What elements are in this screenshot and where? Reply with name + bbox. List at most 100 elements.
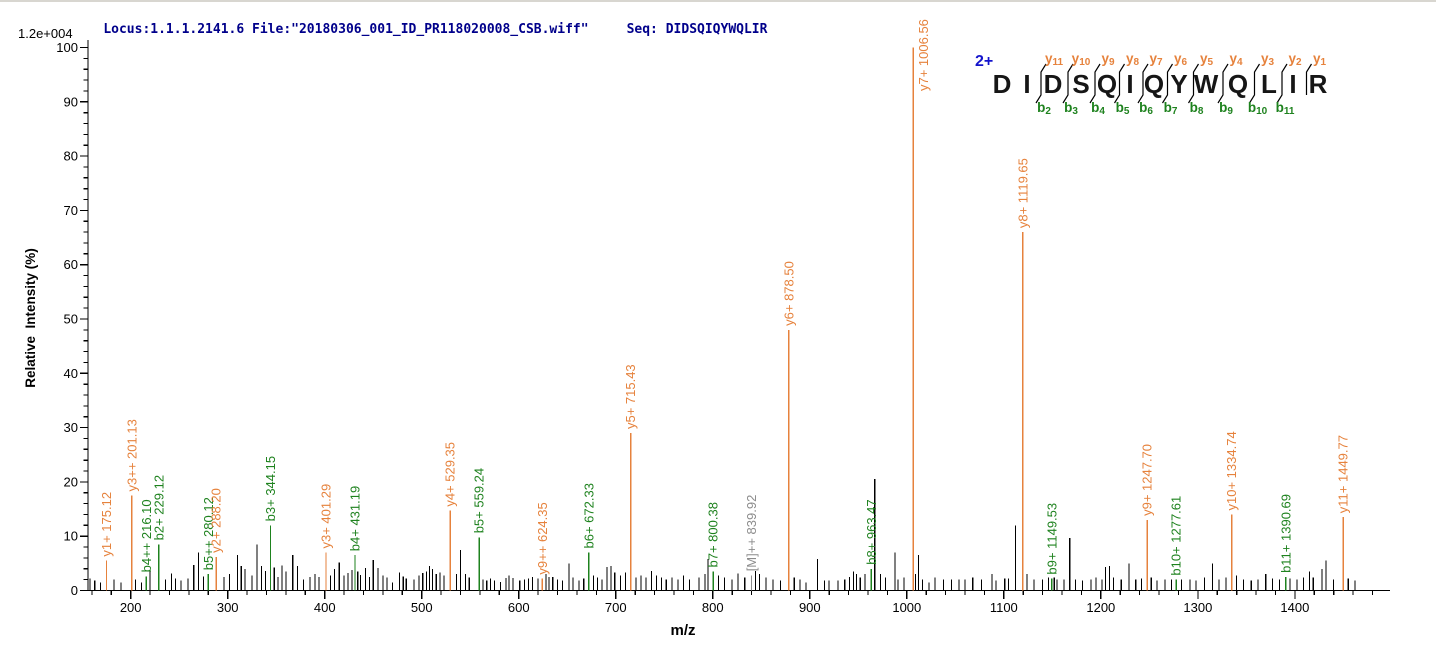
peak-label: b4++ 216.10 xyxy=(139,499,154,572)
top-divider xyxy=(0,0,1436,2)
peak-label: b7+ 800.38 xyxy=(706,502,721,567)
fragment-ion-label: y7 xyxy=(1149,51,1163,68)
y-tick-label: 10 xyxy=(64,529,78,544)
sequence-label: Seq: DIDSQIQYWQLIR xyxy=(626,22,768,37)
peak-label: b10+ 1277.61 xyxy=(1169,496,1184,576)
peak-label: y11+ 1449.77 xyxy=(1336,435,1351,513)
fragment-ion-label: b6 xyxy=(1139,100,1153,117)
residue-letter: D xyxy=(993,69,1012,99)
residue-letter: Q xyxy=(1228,69,1248,99)
peak-label: b6+ 672.33 xyxy=(581,483,596,548)
fragment-slash xyxy=(1089,63,1101,104)
fragment-slash xyxy=(1113,63,1126,104)
peak-label: b11+ 1390.69 xyxy=(1278,494,1293,573)
residue-letter: I xyxy=(1289,69,1296,99)
fragment-ion-label: b3 xyxy=(1064,100,1078,117)
residue-letter: W xyxy=(1194,69,1219,99)
residue-letter: S xyxy=(1072,69,1089,99)
peak-label: y9++ 624.35 xyxy=(535,502,550,574)
peak-label: y8+ 1119.65 xyxy=(1015,158,1030,228)
residue-letter: Q xyxy=(1144,69,1164,99)
x-axis-title: m/z xyxy=(670,622,696,639)
residue-letter: L xyxy=(1261,69,1277,99)
fragment-slash xyxy=(1137,63,1149,104)
residue-letter: D xyxy=(1044,69,1063,99)
fragment-ion-label: y5 xyxy=(1200,51,1214,68)
fragment-ion-label: b8 xyxy=(1190,100,1204,117)
intensity-scale-label: 1.2e+004 xyxy=(18,26,73,41)
fragment-slash xyxy=(1035,63,1047,104)
y-tick-label: 50 xyxy=(64,312,78,327)
fragment-slash xyxy=(1248,63,1261,104)
x-tick-label: 1400 xyxy=(1280,600,1309,615)
peak-label: b5++ 280.12 xyxy=(201,497,216,570)
x-tick-label: 1300 xyxy=(1183,600,1212,615)
peak-label: y1+ 175.12 xyxy=(99,492,114,557)
fragment-ion-label: b9 xyxy=(1219,100,1233,117)
y-tick-label: 20 xyxy=(64,474,78,489)
fragment-ion-label: b10 xyxy=(1248,100,1268,117)
peak-label: y2+ 288.20 xyxy=(209,488,224,553)
fragment-ion-label: y8 xyxy=(1126,51,1140,68)
peak-label: b2+ 229.12 xyxy=(151,475,166,540)
y-tick-label: 100 xyxy=(56,40,78,55)
residue-letter: I xyxy=(1023,69,1030,99)
fragment-ion-label: y6 xyxy=(1174,51,1188,68)
fragment-ion-label: b2 xyxy=(1037,100,1051,117)
fragment-ion-label: y4 xyxy=(1229,51,1243,68)
fragment-slash xyxy=(1217,63,1229,104)
locus-file-label: Locus:1.1.1.2141.6 File:"20180306_001_ID… xyxy=(103,22,589,37)
x-tick-label: 500 xyxy=(411,600,433,615)
peak-label: b9+ 1149.53 xyxy=(1044,503,1059,575)
peak-label: b4+ 431.19 xyxy=(347,486,362,551)
peak-label: y10+ 1334.74 xyxy=(1224,431,1239,510)
fragment-ion-label: b5 xyxy=(1116,100,1130,117)
header-bar: Locus:1.1.1.2141.6 File:"20180306_001_ID… xyxy=(72,7,767,52)
x-tick-label: 700 xyxy=(605,600,627,615)
peak-label: y4+ 529.35 xyxy=(443,442,458,507)
x-tick-label: 800 xyxy=(702,600,724,615)
y-tick-label: 80 xyxy=(64,149,78,164)
residue-letter: R xyxy=(1309,69,1328,99)
fragment-ion-label: y3 xyxy=(1261,51,1275,68)
peak-label: y3++ 201.13 xyxy=(124,419,139,491)
annotated-peaks xyxy=(105,47,1344,591)
fragment-ion-label: y2 xyxy=(1288,51,1302,68)
peptide-annotation: 2+D I D S Q I Q Y W Q L I Ry11b2y10b3y9b4y8b5y7b6y6b… xyxy=(975,51,1328,117)
y-tick-label: 70 xyxy=(64,203,78,218)
fragment-ion-label: y9 xyxy=(1101,51,1115,68)
fragment-ion-label: y11 xyxy=(1045,51,1064,68)
y-tick-label: 60 xyxy=(64,257,78,272)
peak-label: [M]++ 839.92 xyxy=(744,495,759,572)
x-tick-label: 300 xyxy=(217,600,239,615)
x-tick-label: 400 xyxy=(314,600,336,615)
fragment-ion-label: y1 xyxy=(1313,51,1327,68)
fragment-ion-label: b7 xyxy=(1164,100,1178,117)
fragment-ion-label: b4 xyxy=(1091,100,1105,117)
x-tick-label: 600 xyxy=(508,600,530,615)
noise-peaks xyxy=(89,479,1356,591)
x-tick-label: 1000 xyxy=(892,600,921,615)
fragment-slash xyxy=(1305,63,1313,95)
residue-letter: Q xyxy=(1097,69,1117,99)
residue-letter: Y xyxy=(1170,69,1187,99)
x-tick-label: 900 xyxy=(799,600,821,615)
x-tick-label: 1100 xyxy=(990,600,1018,615)
axes: 200 300 400 500 600 700 800 900 1000 1100 1200 1300… xyxy=(56,40,1390,615)
fragment-slash xyxy=(1187,63,1200,104)
x-tick-label: 1200 xyxy=(1086,600,1115,615)
y-tick-label: 90 xyxy=(64,94,78,109)
residue-letter: I xyxy=(1126,69,1133,99)
fragment-slash xyxy=(1062,63,1074,104)
y-tick-label: 40 xyxy=(64,366,78,381)
y-tick-label: 0 xyxy=(71,583,78,598)
peak-label: b3+ 344.15 xyxy=(263,456,278,521)
peak-label: y3+ 401.29 xyxy=(318,484,333,549)
peak-label: y9+ 1247.70 xyxy=(1140,444,1155,516)
fragment-ion-label: b11 xyxy=(1276,100,1295,117)
fragment-ion-label: y10 xyxy=(1072,51,1091,68)
peak-label: b8+ 963.47 xyxy=(864,499,879,564)
